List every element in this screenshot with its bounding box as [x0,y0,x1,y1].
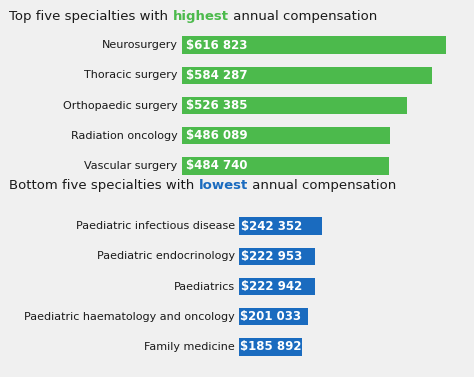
Bar [239,338,302,356]
Text: Orthopaedic surgery: Orthopaedic surgery [63,101,178,110]
Text: $201 033: $201 033 [240,310,301,323]
Text: Paediatric endocrinology: Paediatric endocrinology [97,251,235,261]
Text: $616 823: $616 823 [186,39,248,52]
Bar [182,127,390,144]
Text: Thoracic surgery: Thoracic surgery [84,70,178,80]
Text: $185 892: $185 892 [240,340,302,353]
Text: $222 942: $222 942 [240,280,302,293]
Text: lowest: lowest [199,179,248,192]
Text: Radiation oncology: Radiation oncology [71,131,178,141]
Bar [182,37,446,54]
Text: Paediatric haematology and oncology: Paediatric haematology and oncology [24,312,235,322]
Text: $242 352: $242 352 [241,220,302,233]
Text: Paediatrics: Paediatrics [173,282,235,291]
Text: Paediatric infectious disease: Paediatric infectious disease [75,221,235,231]
Bar [182,157,389,175]
Text: Neurosurgery: Neurosurgery [102,40,178,50]
Bar [239,278,315,295]
Text: $584 287: $584 287 [186,69,248,82]
Text: $526 385: $526 385 [186,99,247,112]
Text: Family medicine: Family medicine [144,342,235,352]
Text: Bottom five specialties with: Bottom five specialties with [9,179,199,192]
Bar [239,248,315,265]
Text: Vascular surgery: Vascular surgery [84,161,178,171]
Text: Top five specialties with: Top five specialties with [9,10,173,23]
Text: $222 953: $222 953 [240,250,302,263]
Text: $486 089: $486 089 [186,129,247,142]
Text: annual compensation: annual compensation [229,10,377,23]
Bar [239,218,321,235]
Bar [182,67,432,84]
Text: highest: highest [173,10,229,23]
Text: $484 740: $484 740 [186,159,247,172]
Bar [182,97,407,114]
Bar [239,308,308,325]
Text: annual compensation: annual compensation [248,179,396,192]
